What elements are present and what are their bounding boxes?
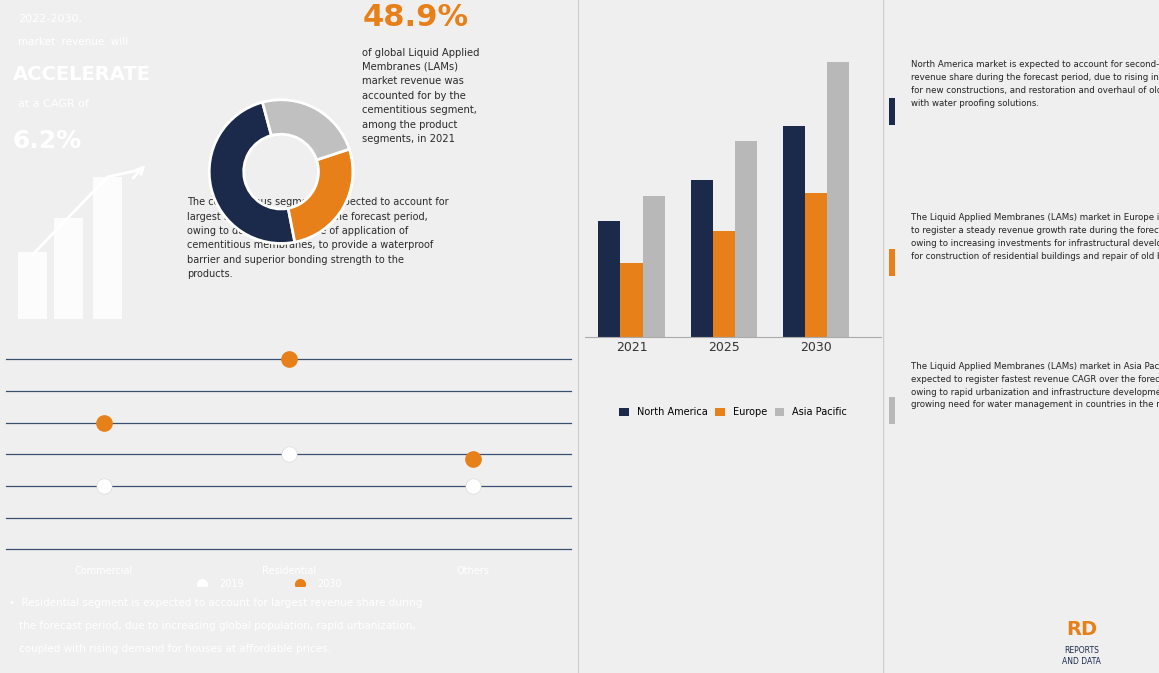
FancyBboxPatch shape xyxy=(54,217,82,320)
FancyBboxPatch shape xyxy=(94,177,122,320)
Wedge shape xyxy=(289,149,352,242)
Wedge shape xyxy=(262,100,349,160)
FancyBboxPatch shape xyxy=(889,397,895,424)
Text: The Liquid Applied Membranes (LAMs) market in Europe is expected
to register a s: The Liquid Applied Membranes (LAMs) mark… xyxy=(911,213,1159,260)
FancyBboxPatch shape xyxy=(889,98,895,125)
Text: 2030: 2030 xyxy=(318,579,342,589)
Text: 48.9%: 48.9% xyxy=(362,3,468,32)
Text: Residential: Residential xyxy=(262,566,315,576)
Text: market  revenue  will: market revenue will xyxy=(19,38,129,47)
Text: of global Liquid Applied
Membranes (LAMs)
market revenue was
accounted for by th: of global Liquid Applied Membranes (LAMs… xyxy=(362,48,480,144)
Text: •  Residential segment is expected to account for largest revenue share during: • Residential segment is expected to acc… xyxy=(8,598,422,608)
Text: 6.2%: 6.2% xyxy=(13,129,81,153)
Bar xyxy=(642,196,665,336)
FancyBboxPatch shape xyxy=(889,249,895,276)
Bar xyxy=(783,125,806,336)
Bar xyxy=(828,62,850,336)
Text: the forecast period, due to increasing global population, rapid urbanization,: the forecast period, due to increasing g… xyxy=(19,621,416,631)
Text: Others: Others xyxy=(457,566,490,576)
Bar xyxy=(806,192,828,336)
FancyBboxPatch shape xyxy=(19,252,46,320)
Text: The cementitious segment is expected to account for
largest revenue share during: The cementitious segment is expected to … xyxy=(188,197,449,279)
Text: ACCELERATE: ACCELERATE xyxy=(13,65,151,83)
Bar xyxy=(598,221,620,336)
Wedge shape xyxy=(210,102,294,244)
Text: 2022-2030,: 2022-2030, xyxy=(19,13,82,24)
Text: at a CAGR of: at a CAGR of xyxy=(19,98,89,108)
Text: North America market is expected to account for second-largest
revenue share dur: North America market is expected to acco… xyxy=(911,61,1159,108)
Bar xyxy=(735,141,757,336)
Text: The Liquid Applied Membranes (LAMs) market in Asia Pacific is
expected to regist: The Liquid Applied Membranes (LAMs) mark… xyxy=(911,362,1159,409)
Bar xyxy=(713,231,735,336)
Bar xyxy=(691,180,713,336)
Text: REPORTS
AND DATA: REPORTS AND DATA xyxy=(1063,646,1101,666)
Legend: North America, Europe, Asia Pacific: North America, Europe, Asia Pacific xyxy=(615,403,851,421)
Text: coupled with rising demand for houses at affordable prices.: coupled with rising demand for houses at… xyxy=(19,644,331,654)
Bar xyxy=(620,263,642,336)
Text: Commercial: Commercial xyxy=(75,566,133,576)
Text: RD: RD xyxy=(1066,621,1098,639)
Text: 2019: 2019 xyxy=(219,579,243,589)
